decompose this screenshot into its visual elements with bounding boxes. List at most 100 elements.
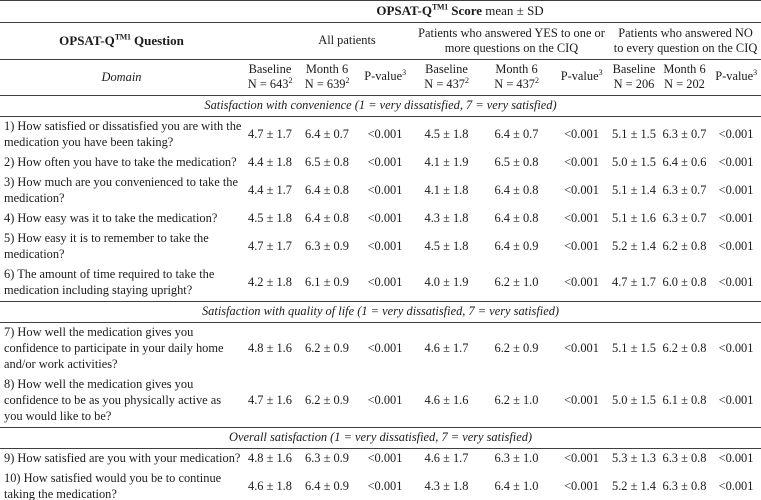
- question-cell: 10) How satisfied would you be to contin…: [4, 471, 222, 500]
- value-cell: 4.7 ± 1.7: [248, 238, 292, 253]
- value-cell: 6.4 ± 0.6: [662, 154, 707, 169]
- value-cell: 4.5 ± 1.8: [248, 210, 292, 225]
- value-cell: 6.4 ± 0.8: [494, 182, 539, 197]
- trademark-footnote-sup: TM1: [114, 32, 131, 42]
- value-cell: <0.001: [564, 340, 599, 355]
- value-cell: <0.001: [564, 274, 599, 289]
- value-cell: 5.3 ± 1.3: [612, 450, 656, 465]
- table-row: 6) The amount of time required to take t…: [0, 265, 761, 302]
- column-line2: N = 202: [664, 76, 705, 91]
- table-row: 3) How much are you convenienced to take…: [0, 173, 761, 209]
- column-line1: Month 6: [495, 61, 538, 76]
- question-cell: 7) How well the medication gives you con…: [4, 325, 224, 371]
- value-cell: <0.001: [718, 126, 754, 141]
- group-header-all-patients: All patients: [243, 22, 413, 60]
- brand-text: OPSAT-Q: [59, 32, 115, 48]
- column-line1: Month 6: [305, 61, 349, 76]
- column-line1: Baseline: [248, 61, 292, 76]
- question-cell: 6) The amount of time required to take t…: [4, 267, 215, 297]
- value-cell: <0.001: [367, 340, 403, 355]
- question-cell: 9) How satisfied are you with your medic…: [4, 451, 241, 465]
- section-header: Overall satisfaction (1 = very dissatisf…: [0, 426, 761, 449]
- value-cell: 6.5 ± 0.8: [494, 154, 539, 169]
- value-cell: 5.0 ± 1.5: [612, 392, 656, 407]
- value-cell: <0.001: [367, 210, 403, 225]
- value-cell: <0.001: [718, 238, 754, 253]
- value-cell: <0.001: [564, 126, 599, 141]
- table-row: 5) How easy it is to remember to take th…: [0, 229, 761, 265]
- column-header-pvalue-no: P-value3: [711, 59, 761, 96]
- column-line1: P-value: [364, 69, 403, 84]
- group-header-no-ciq: Patients who answered NO to every questi…: [610, 22, 761, 60]
- table-row: 8) How well the medication gives you con…: [0, 375, 761, 428]
- value-cell: <0.001: [564, 392, 599, 407]
- value-cell: 6.4 ± 0.8: [305, 210, 349, 225]
- value-cell: 4.1 ± 1.8: [424, 182, 469, 197]
- value-cell: 4.0 ± 1.9: [424, 274, 469, 289]
- value-cell: 4.3 ± 1.8: [424, 478, 469, 493]
- value-cell: 6.1 ± 0.9: [305, 274, 349, 289]
- value-cell: <0.001: [367, 126, 403, 141]
- value-cell: <0.001: [367, 238, 403, 253]
- brand-text: OPSAT-Q: [376, 3, 432, 18]
- value-cell: 4.2 ± 1.8: [248, 274, 292, 289]
- value-cell: <0.001: [718, 182, 754, 197]
- value-cell: 6.2 ± 0.8: [662, 238, 707, 253]
- value-cell: <0.001: [718, 340, 754, 355]
- value-cell: <0.001: [367, 392, 403, 407]
- value-cell: <0.001: [367, 478, 403, 493]
- question-word: Question: [130, 32, 184, 48]
- value-cell: 4.6 ± 1.7: [424, 340, 469, 355]
- value-cell: 6.4 ± 0.7: [305, 126, 349, 141]
- value-cell: <0.001: [564, 182, 599, 197]
- value-cell: 6.3 ± 0.8: [662, 478, 707, 493]
- footnote-sup: 2: [345, 75, 350, 85]
- trademark-footnote-sup: TM1: [431, 2, 448, 12]
- section-header-row: Satisfaction with quality of life (1 = v…: [0, 300, 761, 323]
- value-cell: 4.5 ± 1.8: [424, 126, 469, 141]
- value-cell: <0.001: [367, 154, 403, 169]
- value-cell: 4.5 ± 1.8: [424, 238, 469, 253]
- value-cell: 6.3 ± 1.0: [494, 450, 539, 465]
- footnote-sup: 2: [465, 75, 469, 85]
- value-cell: 6.5 ± 0.8: [305, 154, 349, 169]
- column-header-baseline-no: Baseline N = 206: [610, 59, 658, 96]
- value-cell: <0.001: [718, 450, 754, 465]
- section-header: Satisfaction with convenience (1 = very …: [0, 94, 761, 117]
- value-cell: 6.4 ± 0.8: [494, 210, 539, 225]
- column-line1: Baseline: [612, 61, 656, 76]
- value-cell: 5.1 ± 1.5: [612, 340, 656, 355]
- value-cell: 6.3 ± 0.9: [305, 238, 349, 253]
- value-cell: 5.2 ± 1.4: [612, 478, 656, 493]
- score-word: Score: [447, 3, 483, 18]
- table-row: 1) How satisfied or dissatisfied you are…: [0, 116, 761, 153]
- footnote-sup: 2: [535, 75, 539, 85]
- value-cell: 6.0 ± 0.8: [662, 274, 707, 289]
- value-cell: 6.2 ± 0.9: [494, 340, 539, 355]
- question-cell: 4) How easy was it to take the medicatio…: [4, 211, 218, 225]
- value-cell: <0.001: [718, 392, 754, 407]
- score-header: OPSAT-QTM1 Score mean ± SD: [243, 0, 761, 23]
- column-header-pvalue-yes: P-value3: [553, 59, 610, 96]
- table-row: 10) How satisfied would you be to contin…: [0, 469, 761, 500]
- column-line2: N = 437: [494, 76, 535, 91]
- table-body: Satisfaction with convenience (1 = very …: [0, 94, 761, 500]
- column-line2: N = 643: [247, 76, 289, 91]
- group-header-row: OPSAT-QTM1 Question All patients Patient…: [0, 22, 761, 60]
- value-cell: 6.4 ± 0.8: [305, 182, 349, 197]
- value-cell: <0.001: [564, 210, 599, 225]
- column-line1: Month 6: [663, 61, 706, 76]
- value-cell: 4.3 ± 1.8: [424, 210, 469, 225]
- question-cell: 2) How often you have to take the medica…: [4, 155, 237, 169]
- value-cell: <0.001: [367, 182, 403, 197]
- value-cell: 4.8 ± 1.6: [248, 450, 292, 465]
- domain-header: Domain: [0, 59, 243, 96]
- value-cell: 4.4 ± 1.8: [248, 154, 292, 169]
- column-line2: N = 206: [613, 76, 655, 91]
- question-cell: 8) How well the medication gives you con…: [4, 377, 222, 423]
- column-line2: N = 437: [424, 76, 465, 91]
- value-cell: 6.2 ± 0.9: [305, 340, 349, 355]
